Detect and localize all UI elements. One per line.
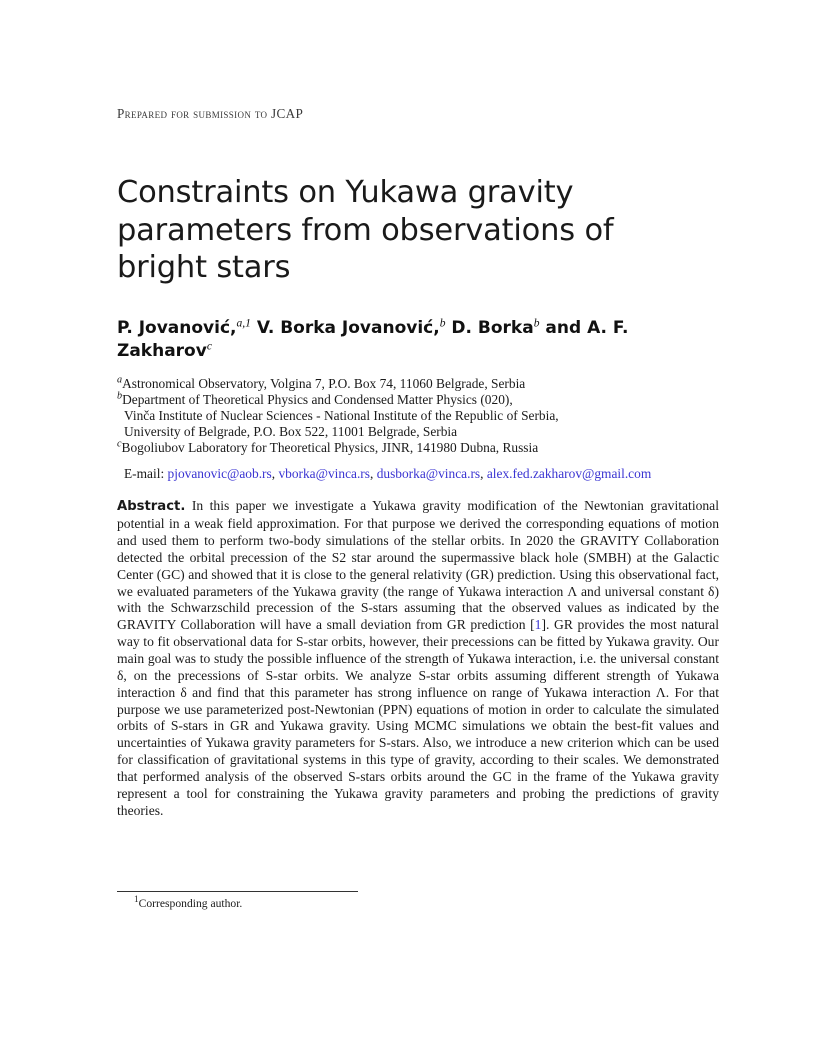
- author-affil-mark-3: b: [533, 315, 540, 329]
- footnote-divider: [117, 891, 358, 892]
- affiliation-line: Vinča Institute of Nuclear Sciences - Na…: [124, 407, 559, 423]
- citation-bracket-close: ]: [541, 617, 546, 633]
- abstract-text-part-2: . GR provides the most natural way to fi…: [117, 617, 719, 818]
- footnote-label: Corresponding author.: [138, 897, 243, 910]
- author-list: P. Jovanović,a,1 V. Borka Jovanović,b D.…: [117, 317, 717, 364]
- author-name-3: D. Borka: [451, 317, 534, 338]
- affiliation-line: University of Belgrade, P.O. Box 522, 11…: [124, 423, 458, 439]
- arxiv-stamp-text: arXiv:2211.12951v3 [astro-ph.GA] 3 May 2…: [0, 327, 135, 730]
- affiliation-line: Department of Theoretical Physics and Co…: [122, 391, 513, 407]
- paper-content-column: Prepared for submission to JCAP Constrai…: [117, 0, 719, 819]
- email-link-3[interactable]: dusborka@vinca.rs: [376, 465, 481, 481]
- journal-submission-line: Prepared for submission to JCAP: [117, 106, 304, 121]
- author-conjunction: and: [545, 317, 582, 338]
- affiliation-item: aAstronomical Observatory, Volgina 7, P.…: [117, 374, 719, 392]
- contact-email-block: E-mail: pjovanovic@aob.rs, vborka@vinca.…: [117, 466, 719, 482]
- abstract-heading: Abstract.: [117, 499, 186, 515]
- arxiv-identifier-stamp: arXiv:2211.12951v3 [astro-ph.GA] 3 May 2…: [0, 0, 56, 1056]
- affiliation-mark: a: [117, 374, 123, 386]
- author-name-2: V. Borka Jovanović,: [256, 317, 440, 338]
- email-separator: ,: [369, 465, 374, 481]
- author-name-1: P. Jovanović,: [117, 317, 237, 338]
- citation-link-1[interactable]: 1: [534, 617, 542, 633]
- email-separator: ,: [271, 465, 276, 481]
- email-link-2[interactable]: vborka@vinca.rs: [278, 465, 370, 481]
- citation-bracket-open: [: [530, 617, 535, 633]
- author-name-4: A. F. Zakharov: [117, 317, 629, 362]
- footnote-area: 1Corresponding author.: [117, 891, 719, 911]
- email-separator: ,: [480, 465, 484, 481]
- author-affil-mark-2: b: [439, 315, 446, 329]
- footnote-item: 1Corresponding author.: [117, 895, 719, 911]
- affiliation-line: Bogoliubov Laboratory for Theoretical Ph…: [121, 439, 539, 455]
- affiliation-item: bDepartment of Theoretical Physics and C…: [117, 390, 719, 408]
- author-affil-mark-4: c: [206, 339, 212, 353]
- affiliation-mark: c: [117, 438, 122, 450]
- citation-reference: [1]: [530, 617, 546, 632]
- affiliation-item: cBogoliubov Laboratory for Theoretical P…: [117, 438, 719, 456]
- footnote-mark: 1: [134, 895, 139, 906]
- author-affil-mark-1: a,1: [236, 315, 251, 329]
- affiliation-mark: b: [117, 390, 123, 402]
- email-label: E-mail:: [124, 465, 165, 481]
- page-title: Constraints on Yukawa gravity parameters…: [117, 175, 614, 285]
- abstract-text-part-1: In this paper we investigate a Yukawa gr…: [117, 498, 719, 633]
- abstract-paragraph: Abstract. In this paper we investigate a…: [117, 498, 719, 819]
- affiliation-line: Astronomical Observatory, Volgina 7, P.O…: [122, 375, 526, 391]
- email-link-1[interactable]: pjovanovic@aob.rs: [167, 465, 272, 481]
- email-link-4[interactable]: alex.fed.zakharov@gmail.com: [486, 465, 652, 481]
- affiliation-list: aAstronomical Observatory, Volgina 7, P.…: [117, 374, 719, 456]
